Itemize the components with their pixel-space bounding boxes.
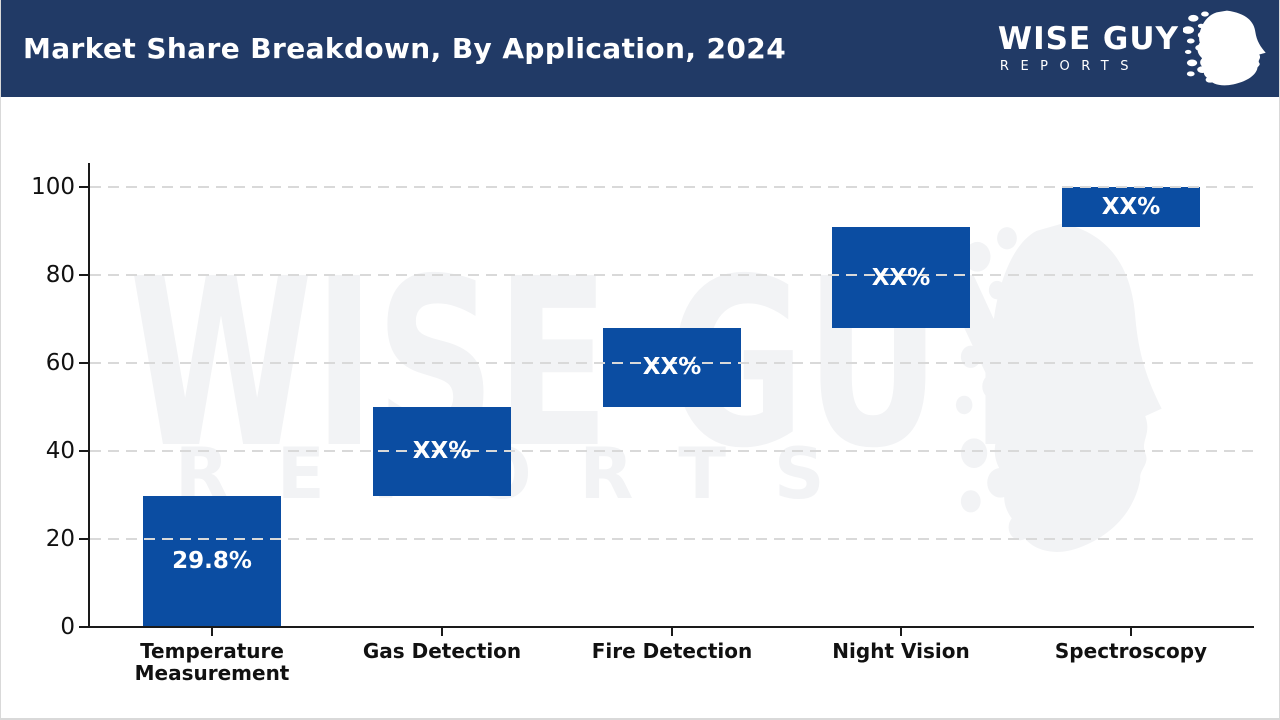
x-tick bbox=[441, 628, 443, 636]
x-tick-label: Fire Detection bbox=[591, 639, 753, 663]
y-tick-label: 40 bbox=[45, 438, 75, 464]
y-tick-label: 0 bbox=[60, 614, 75, 640]
y-tick-label: 60 bbox=[45, 350, 75, 376]
y-tick-label: 80 bbox=[45, 262, 75, 288]
bar-label-night-vision: XX% bbox=[871, 264, 931, 291]
x-axis-spine bbox=[88, 626, 1254, 628]
x-tick bbox=[671, 628, 673, 636]
y-tick bbox=[79, 626, 88, 628]
wise-guy-reports-logo: WISE GUY REPORTS bbox=[998, 9, 1267, 89]
y-tick bbox=[79, 450, 88, 452]
y-axis-spine bbox=[88, 163, 90, 627]
x-tick bbox=[1130, 628, 1132, 636]
bar-label-gas-detection: XX% bbox=[412, 438, 472, 465]
logo-subtitle: REPORTS bbox=[999, 59, 1141, 74]
logo-wordmark: WISE GUY bbox=[997, 21, 1179, 57]
bar-label-fire-detection: XX% bbox=[642, 354, 702, 381]
logo-head-icon bbox=[1183, 10, 1266, 85]
x-tick-label: Temperature Measurement bbox=[134, 639, 290, 685]
y-tick-label: 20 bbox=[45, 526, 75, 552]
watermark-head-icon bbox=[951, 223, 1162, 552]
x-tick-label: Night Vision bbox=[832, 639, 970, 663]
header: Market Share Breakdown, By Application, … bbox=[1, 0, 1279, 97]
bar-label-spectroscopy: XX% bbox=[1101, 194, 1161, 221]
x-tick-label: Gas Detection bbox=[362, 639, 522, 663]
chart-title: Market Share Breakdown, By Application, … bbox=[23, 32, 787, 65]
x-tick bbox=[211, 628, 213, 636]
bar-spectroscopy bbox=[1062, 187, 1200, 228]
y-tick bbox=[79, 274, 88, 276]
y-tick bbox=[79, 186, 88, 188]
logo-text: WISE GUY REPORTS bbox=[997, 21, 1179, 75]
x-tick-label: Spectroscopy bbox=[1054, 639, 1208, 663]
bar-label-temperature-measurement: 29.8% bbox=[172, 548, 252, 575]
y-tick-label: 100 bbox=[31, 174, 75, 200]
y-tick bbox=[79, 538, 88, 540]
bar-fire-detection bbox=[603, 328, 741, 407]
x-tick bbox=[900, 628, 902, 636]
y-tick bbox=[79, 362, 88, 364]
bar-night-vision bbox=[832, 227, 970, 329]
bar-temperature-measurement bbox=[143, 495, 281, 627]
